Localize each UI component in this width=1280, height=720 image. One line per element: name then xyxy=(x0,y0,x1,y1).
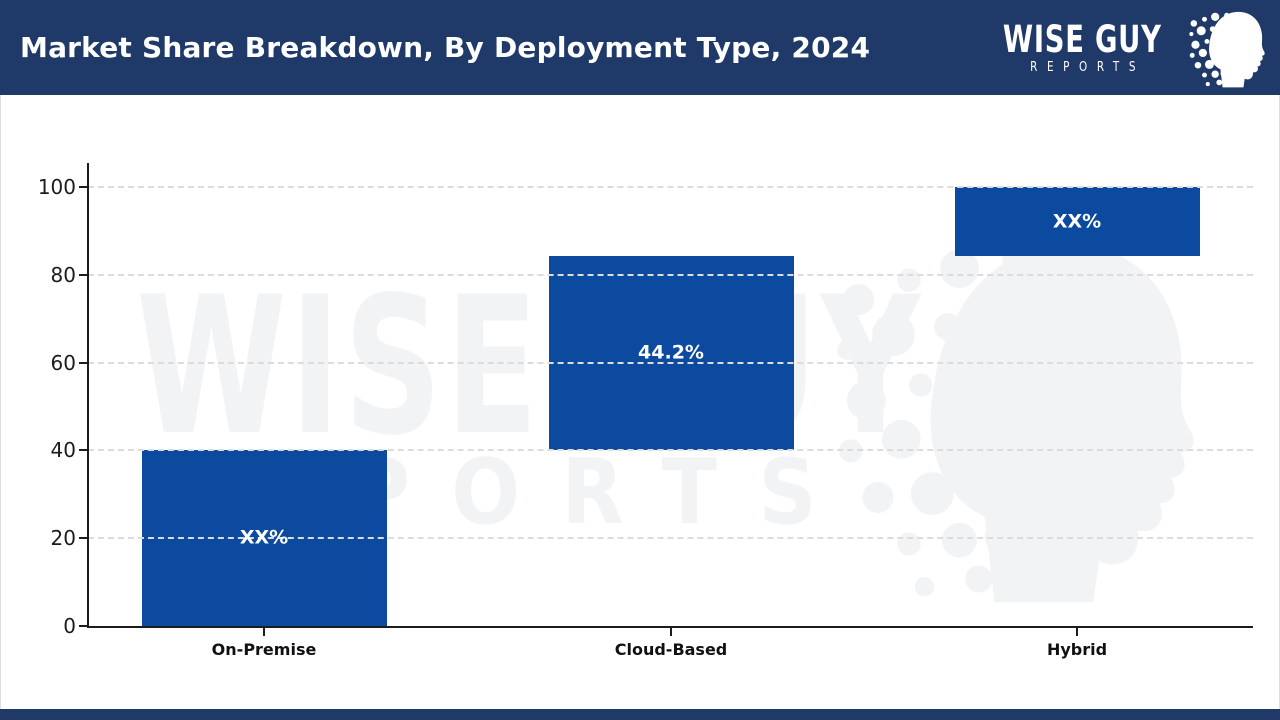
y-tick-60 xyxy=(79,361,87,364)
header-bar: Market Share Breakdown, By Deployment Ty… xyxy=(0,0,1280,95)
y-axis-line xyxy=(87,163,89,628)
bar-value-label: XX% xyxy=(239,526,289,549)
x-category-label: Hybrid xyxy=(1046,640,1108,659)
x-category-label: Cloud-Based xyxy=(614,640,728,659)
x-tick-2 xyxy=(1076,628,1078,636)
y-tick-label-80: 80 xyxy=(50,262,76,287)
gridline-80 xyxy=(88,273,1253,276)
bar-value-label: 44.2% xyxy=(638,341,704,364)
bar-cloud-based xyxy=(548,256,794,451)
gridline-20 xyxy=(88,537,1253,540)
gridline-60 xyxy=(88,361,1253,364)
y-tick-label-40: 40 xyxy=(50,438,76,463)
x-category-label: On-Premise xyxy=(211,640,317,659)
y-tick-label-60: 60 xyxy=(50,350,76,375)
left-frame-line xyxy=(0,95,1,709)
footer-bar xyxy=(0,709,1280,720)
x-axis-line xyxy=(87,626,1253,628)
y-tick-0 xyxy=(79,625,87,627)
chart-title: Market Share Breakdown, By Deployment Ty… xyxy=(20,31,871,64)
y-tick-label-0: 0 xyxy=(63,614,76,638)
wiseguy-logo: WISE GUY REPORTS xyxy=(975,7,1266,89)
bar-hybrid xyxy=(954,187,1200,257)
y-tick-40 xyxy=(79,449,87,452)
y-tick-100 xyxy=(79,186,87,188)
logo-subtitle: REPORTS xyxy=(1030,60,1145,75)
bar-value-label: XX% xyxy=(1052,210,1102,233)
y-tick-20 xyxy=(79,537,87,540)
y-tick-80 xyxy=(79,273,87,276)
logo-text: WISE GUY REPORTS xyxy=(975,21,1190,74)
logo-wordmark: WISE GUY xyxy=(1003,18,1163,61)
y-tick-label-20: 20 xyxy=(50,526,76,551)
y-tick-label-100: 100 xyxy=(37,175,76,199)
gridline-40 xyxy=(88,449,1253,452)
x-tick-1 xyxy=(670,628,672,636)
gridline-100 xyxy=(88,186,1253,188)
x-tick-0 xyxy=(263,628,265,636)
